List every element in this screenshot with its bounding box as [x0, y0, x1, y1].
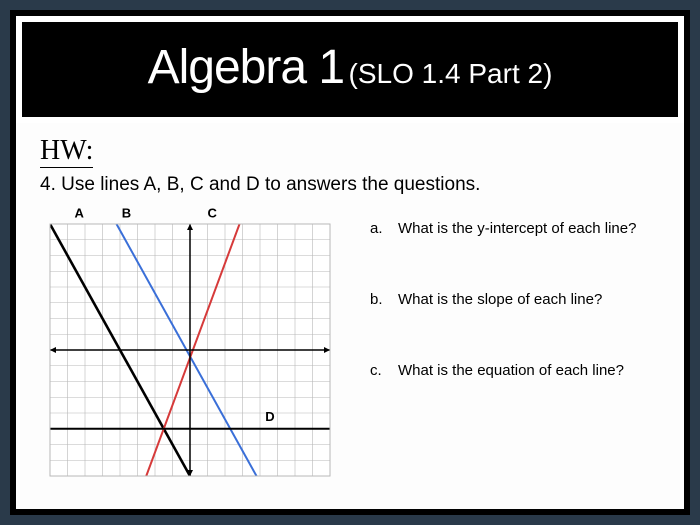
title-main: Algebra 1 [148, 41, 344, 94]
content-area: HW: 4. Use lines A, B, C and D to answer… [16, 123, 684, 509]
graph: A B C D [40, 206, 340, 486]
problem-text: 4. Use lines A, B, C and D to answers th… [40, 174, 660, 196]
svg-text:D: D [265, 409, 274, 424]
question-text: What is the y-intercept of each line? [398, 220, 636, 237]
svg-text:C: C [208, 206, 218, 221]
title-bar: Algebra 1 (SLO 1.4 Part 2) [22, 22, 678, 117]
question-b: b. What is the slope of each line? [370, 291, 660, 308]
svg-text:B: B [122, 206, 131, 221]
question-letter: b. [370, 291, 388, 308]
question-c: c. What is the equation of each line? [370, 362, 660, 379]
problem-number: 4. [40, 174, 56, 195]
body-row: A B C D a. What is the y-intercept of each … [40, 206, 660, 486]
svg-text:A: A [75, 206, 85, 221]
question-letter: a. [370, 220, 388, 237]
questions-list: a. What is the y-intercept of each line?… [370, 206, 660, 486]
question-text: What is the equation of each line? [398, 362, 624, 379]
title-sub: (SLO 1.4 Part 2) [349, 58, 553, 89]
slide-frame: Algebra 1 (SLO 1.4 Part 2) HW: 4. Use li… [10, 10, 690, 515]
question-a: a. What is the y-intercept of each line? [370, 220, 660, 237]
graph-svg: A B C D [40, 206, 340, 486]
question-letter: c. [370, 362, 388, 379]
problem-statement: Use lines A, B, C and D to answers the q… [61, 174, 480, 195]
question-text: What is the slope of each line? [398, 291, 602, 308]
hw-label: HW: [40, 135, 93, 168]
